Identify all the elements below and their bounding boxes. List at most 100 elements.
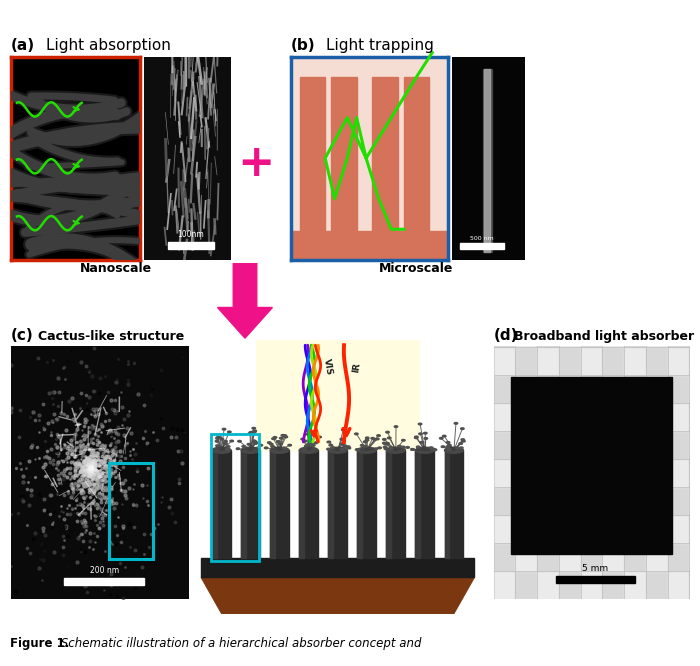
Point (10, 462, 22, 473)
Point (85, 463, 96, 474)
Bar (580, 571, 602, 599)
Point (80, 520, 91, 531)
Point (88, 462, 99, 472)
Bar (300, 450, 318, 558)
Ellipse shape (375, 438, 379, 440)
Text: (b): (b) (290, 38, 315, 53)
Point (76, 447, 87, 458)
Bar (444, 450, 449, 558)
Point (104, 486, 115, 497)
Point (15, 464, 27, 474)
Point (85, 461, 97, 472)
Bar (444, 450, 463, 558)
Point (117, 499, 128, 509)
Point (105, 589, 116, 599)
Point (91, 447, 102, 458)
Point (53, 451, 64, 462)
Point (95, 442, 106, 452)
Ellipse shape (307, 434, 310, 435)
Ellipse shape (430, 448, 434, 450)
Bar (494, 487, 515, 515)
Bar (602, 487, 624, 515)
Point (105, 464, 116, 474)
Point (71, 484, 83, 495)
Point (92, 466, 103, 476)
Point (115, 387, 126, 398)
Point (114, 456, 125, 466)
Point (99, 440, 110, 451)
Point (95, 455, 106, 466)
Point (70, 445, 81, 456)
Ellipse shape (259, 444, 262, 446)
Point (88, 468, 99, 479)
Point (60, 454, 71, 464)
Point (99, 460, 111, 471)
Point (104, 456, 116, 466)
Point (91, 484, 102, 494)
Point (23, 456, 34, 466)
Point (117, 522, 128, 533)
Bar (241, 450, 260, 558)
Point (62, 411, 73, 422)
Point (137, 433, 148, 444)
Point (57, 474, 68, 484)
Point (95, 483, 106, 494)
Point (78, 492, 89, 502)
Ellipse shape (253, 431, 256, 432)
Point (81, 587, 92, 597)
Bar (515, 431, 537, 459)
Bar (511, 377, 672, 554)
Point (80, 457, 92, 468)
Point (178, 426, 190, 437)
Bar (624, 431, 646, 459)
Point (69, 450, 80, 461)
Point (52, 446, 63, 457)
Point (126, 454, 137, 464)
Point (141, 438, 153, 448)
Bar (300, 450, 304, 558)
Point (78, 439, 89, 450)
Point (78, 486, 89, 497)
Point (93, 472, 104, 483)
Bar (515, 431, 537, 459)
Point (99, 460, 110, 470)
Point (56, 468, 67, 479)
Ellipse shape (310, 444, 314, 446)
Polygon shape (256, 340, 419, 450)
Point (172, 424, 183, 434)
Point (80, 457, 91, 468)
Ellipse shape (446, 446, 449, 448)
Point (47, 455, 58, 466)
Point (85, 464, 96, 475)
Point (48, 399, 59, 410)
Bar (559, 515, 580, 543)
Point (80, 524, 91, 535)
Bar (328, 450, 333, 558)
Point (78, 470, 89, 481)
Bar (624, 346, 646, 375)
Bar (559, 403, 580, 431)
Ellipse shape (447, 444, 451, 446)
Point (78, 520, 90, 531)
Point (85, 472, 97, 482)
Ellipse shape (344, 448, 348, 449)
Point (86, 464, 97, 474)
Point (85, 458, 96, 468)
Ellipse shape (377, 435, 380, 436)
Point (62, 463, 73, 474)
Point (125, 450, 136, 460)
Bar (358, 450, 362, 558)
Point (83, 541, 94, 552)
Point (58, 362, 69, 372)
Point (76, 577, 88, 588)
Point (99, 456, 110, 467)
Point (85, 462, 97, 473)
Point (78, 493, 90, 503)
Bar (580, 375, 602, 403)
Point (21, 484, 32, 494)
Point (96, 458, 107, 469)
Point (71, 556, 83, 567)
Point (106, 573, 118, 583)
Point (66, 490, 78, 500)
Point (63, 488, 74, 499)
